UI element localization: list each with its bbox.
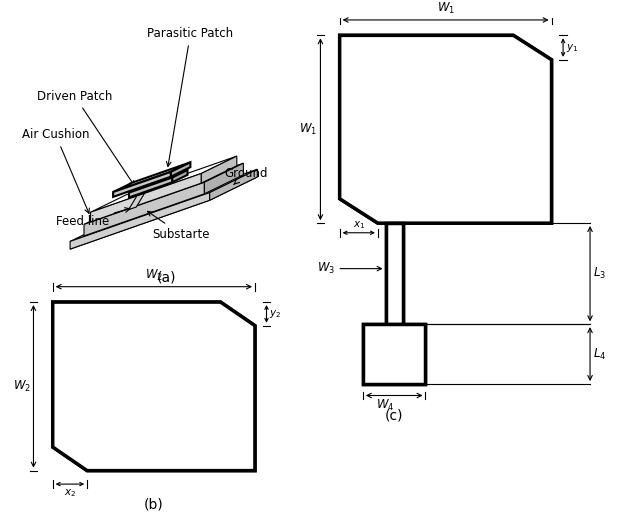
Polygon shape (70, 177, 257, 249)
Polygon shape (113, 162, 190, 192)
Text: Substarte: Substarte (148, 211, 210, 241)
Text: Parasitic Patch: Parasitic Patch (147, 27, 234, 167)
Text: $W_1$: $W_1$ (300, 122, 318, 137)
Text: $y_2$: $y_2$ (269, 308, 282, 320)
Text: Feed line: Feed line (56, 208, 130, 228)
Polygon shape (137, 189, 153, 195)
Polygon shape (113, 172, 171, 197)
Polygon shape (340, 35, 551, 223)
Text: Ground: Ground (224, 167, 268, 184)
Polygon shape (340, 35, 551, 223)
Text: $W_4$: $W_4$ (376, 398, 394, 413)
Text: Driven Patch: Driven Patch (37, 90, 134, 185)
Text: $x_2$: $x_2$ (64, 487, 76, 499)
Text: $W_3$: $W_3$ (317, 261, 336, 276)
Text: $W_2$: $W_2$ (12, 379, 30, 394)
Text: $L_3$: $L_3$ (593, 266, 606, 281)
Polygon shape (386, 223, 403, 324)
Polygon shape (171, 162, 190, 177)
Polygon shape (70, 192, 210, 249)
Polygon shape (129, 178, 172, 198)
Polygon shape (363, 324, 425, 384)
Text: $x_1$: $x_1$ (352, 219, 365, 231)
Text: Air Cushion: Air Cushion (22, 128, 90, 213)
Text: (a): (a) (156, 270, 176, 285)
Text: $y_1$: $y_1$ (566, 41, 578, 53)
Text: $L_4$: $L_4$ (593, 346, 606, 362)
Polygon shape (129, 170, 187, 193)
Polygon shape (91, 173, 201, 222)
Polygon shape (53, 302, 255, 471)
Polygon shape (53, 302, 255, 471)
Text: $W_2$: $W_2$ (145, 268, 163, 283)
Polygon shape (386, 223, 403, 324)
Polygon shape (84, 182, 205, 236)
Polygon shape (91, 156, 237, 212)
Polygon shape (84, 163, 243, 224)
Polygon shape (363, 324, 425, 384)
Polygon shape (205, 163, 243, 194)
Polygon shape (172, 170, 187, 182)
Polygon shape (129, 193, 145, 210)
Text: $W_1$: $W_1$ (436, 1, 455, 16)
Text: (b): (b) (144, 498, 164, 511)
Polygon shape (201, 156, 237, 183)
Text: (c): (c) (385, 409, 404, 423)
Polygon shape (70, 169, 257, 242)
Polygon shape (210, 169, 257, 200)
